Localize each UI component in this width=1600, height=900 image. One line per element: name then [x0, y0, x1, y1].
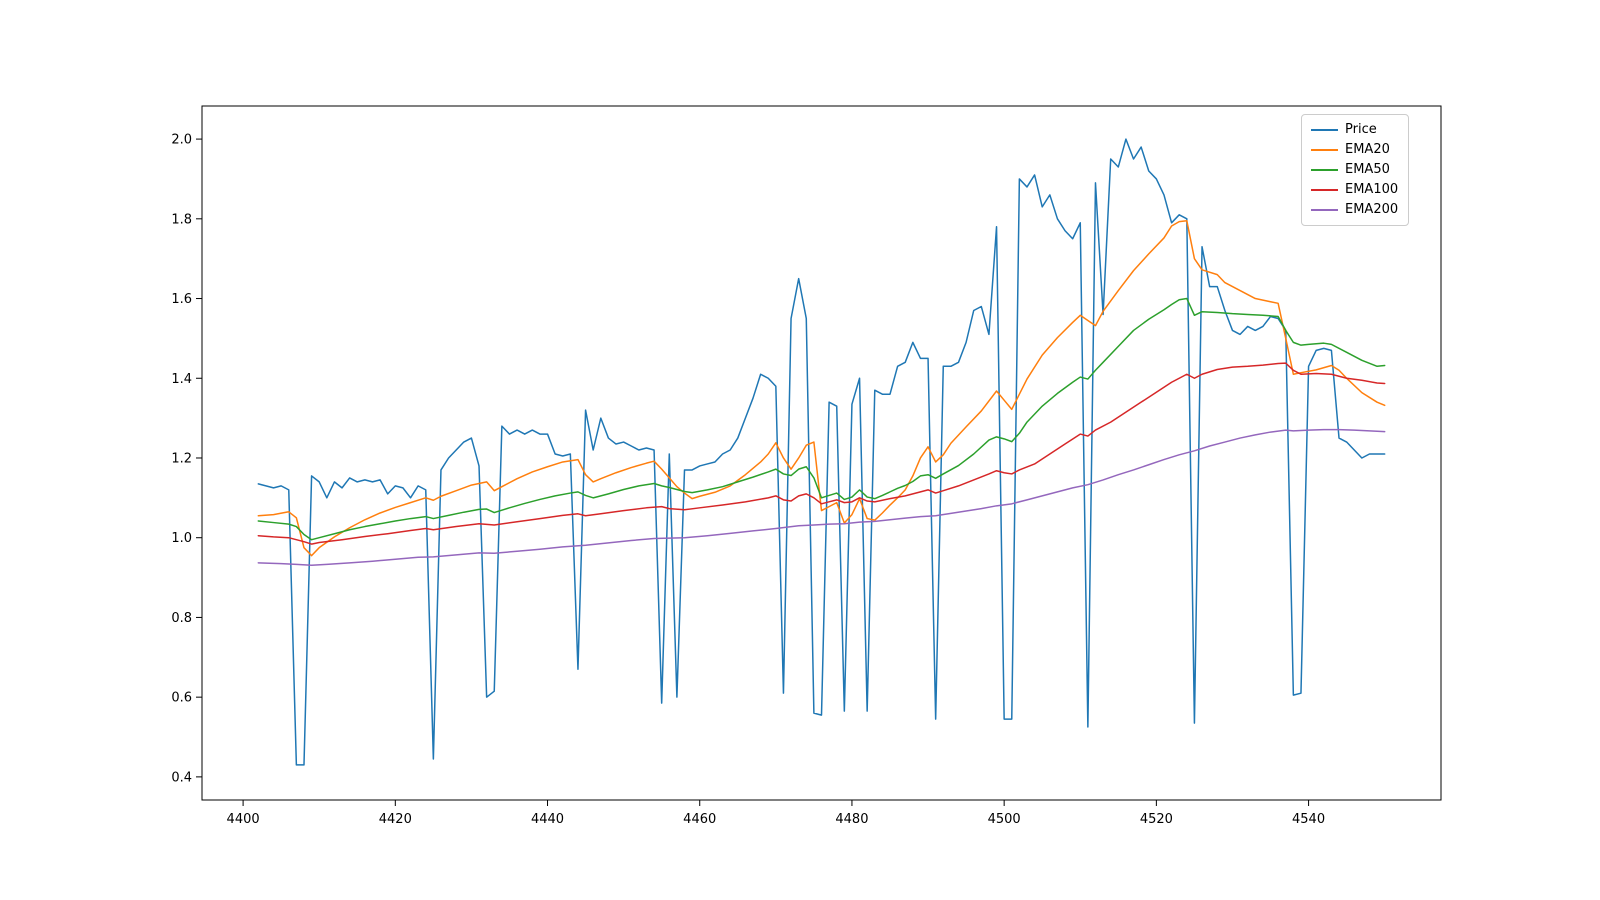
legend-label: EMA20	[1345, 142, 1390, 157]
x-tick-label: 4540	[1292, 812, 1325, 827]
x-tick-label: 4400	[227, 812, 260, 827]
legend-item: EMA50	[1311, 160, 1398, 180]
y-tick-label: 0.6	[171, 691, 192, 706]
legend-line-sample	[1311, 149, 1338, 151]
y-axis: 0.4 0.6 0.8 1.0 1.2 1.4 1.6 1.8 2.0	[171, 133, 202, 785]
y-tick-label: 1.6	[171, 292, 192, 307]
legend-label: EMA200	[1345, 202, 1399, 217]
legend-item: Price	[1311, 120, 1398, 140]
x-tick-label: 4440	[531, 812, 564, 827]
y-tick-label: 0.8	[171, 611, 192, 626]
y-tick-label: 1.8	[171, 212, 192, 227]
legend-item: EMA200	[1311, 200, 1398, 220]
series-ema20	[257, 220, 1386, 557]
legend-line-sample	[1311, 209, 1338, 211]
legend: Price EMA20 EMA50 EMA100 EMA200	[1301, 114, 1410, 226]
series-ema50	[257, 297, 1386, 541]
series-ema200	[257, 428, 1386, 566]
legend-line-sample	[1311, 189, 1338, 191]
x-tick-label: 4480	[835, 812, 868, 827]
series-ema100	[257, 362, 1386, 545]
y-tick-label: 1.4	[171, 372, 192, 387]
legend-line-sample	[1311, 129, 1338, 131]
series-price	[257, 138, 1386, 766]
y-tick-label: 0.4	[171, 770, 192, 785]
x-tick-label: 4520	[1140, 812, 1173, 827]
legend-label: Price	[1345, 122, 1377, 137]
x-tick-label: 4460	[683, 812, 716, 827]
legend-line-sample	[1311, 169, 1338, 171]
legend-label: EMA50	[1345, 162, 1390, 177]
x-tick-label: 4500	[988, 812, 1021, 827]
legend-item: EMA20	[1311, 140, 1398, 160]
x-tick-label: 4420	[379, 812, 412, 827]
y-tick-label: 1.2	[171, 451, 192, 466]
y-tick-label: 1.0	[171, 531, 192, 546]
x-axis: 4400 4420 4440 4460 4480 4500 4520 4540	[227, 800, 1325, 827]
axes-frame	[201, 105, 1442, 801]
legend-label: EMA100	[1345, 182, 1399, 197]
y-tick-label: 2.0	[171, 133, 192, 148]
legend-item: EMA100	[1311, 180, 1398, 200]
